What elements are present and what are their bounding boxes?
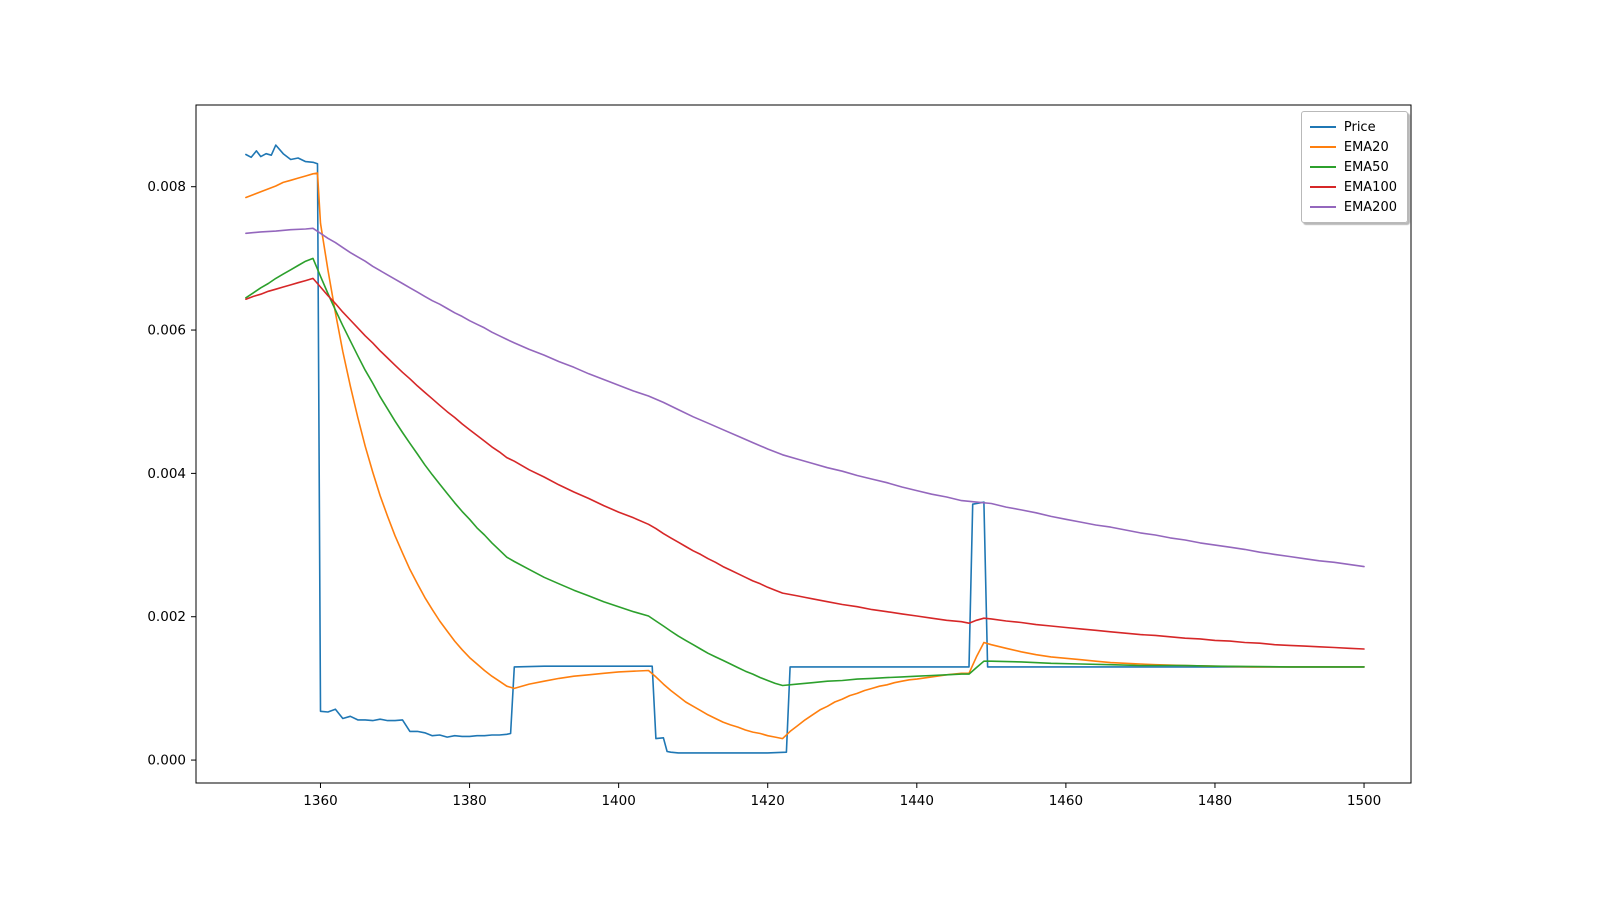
series-line-ema100 [245, 277, 1365, 650]
y-axis-tick-label: 0.006 [147, 323, 186, 339]
x-axis-tick-label: 1480 [1198, 793, 1232, 809]
legend-entry-price: Price [1309, 117, 1397, 137]
plot-border [195, 104, 1412, 784]
legend-line-sample-ema50 [1309, 166, 1336, 168]
legend-entry-ema20: EMA20 [1309, 137, 1397, 157]
legend-entry-ema200: EMA200 [1309, 197, 1397, 217]
x-axis-tick-label: 1380 [452, 793, 486, 809]
series-line-ema20 [245, 172, 1365, 740]
x-axis-tick-label: 1500 [1347, 793, 1381, 809]
x-axis-tick-label: 1460 [1049, 793, 1083, 809]
y-axis-tick-label: 0.000 [147, 753, 186, 769]
legend-label: EMA50 [1343, 159, 1389, 175]
legend-entry-ema50: EMA50 [1309, 157, 1397, 177]
x-axis-tick-label: 1400 [601, 793, 635, 809]
legend-line-sample-ema200 [1309, 206, 1336, 208]
legend: Price EMA20 EMA50 EMA100 EMA200 [1300, 111, 1408, 223]
legend-line-sample-price [1309, 126, 1336, 128]
legend-label: EMA100 [1343, 179, 1397, 195]
series-line-ema50 [245, 257, 1365, 687]
y-axis-tick-label: 0.004 [147, 466, 186, 482]
legend-entry-ema100: EMA100 [1309, 177, 1397, 197]
x-axis-tick-label: 1440 [900, 793, 934, 809]
x-axis-tick-label: 1360 [303, 793, 337, 809]
y-axis-tick-label: 0.008 [147, 179, 186, 195]
y-axis-tick-label: 0.002 [147, 609, 186, 625]
legend-line-sample-ema20 [1309, 146, 1336, 148]
legend-line-sample-ema100 [1309, 186, 1336, 188]
series-line-price [245, 144, 1365, 754]
x-axis-tick-label: 1420 [751, 793, 785, 809]
legend-label: EMA20 [1343, 139, 1389, 155]
legend-label: Price [1343, 119, 1376, 135]
legend-label: EMA200 [1343, 199, 1397, 215]
series-line-ema200 [245, 227, 1365, 568]
